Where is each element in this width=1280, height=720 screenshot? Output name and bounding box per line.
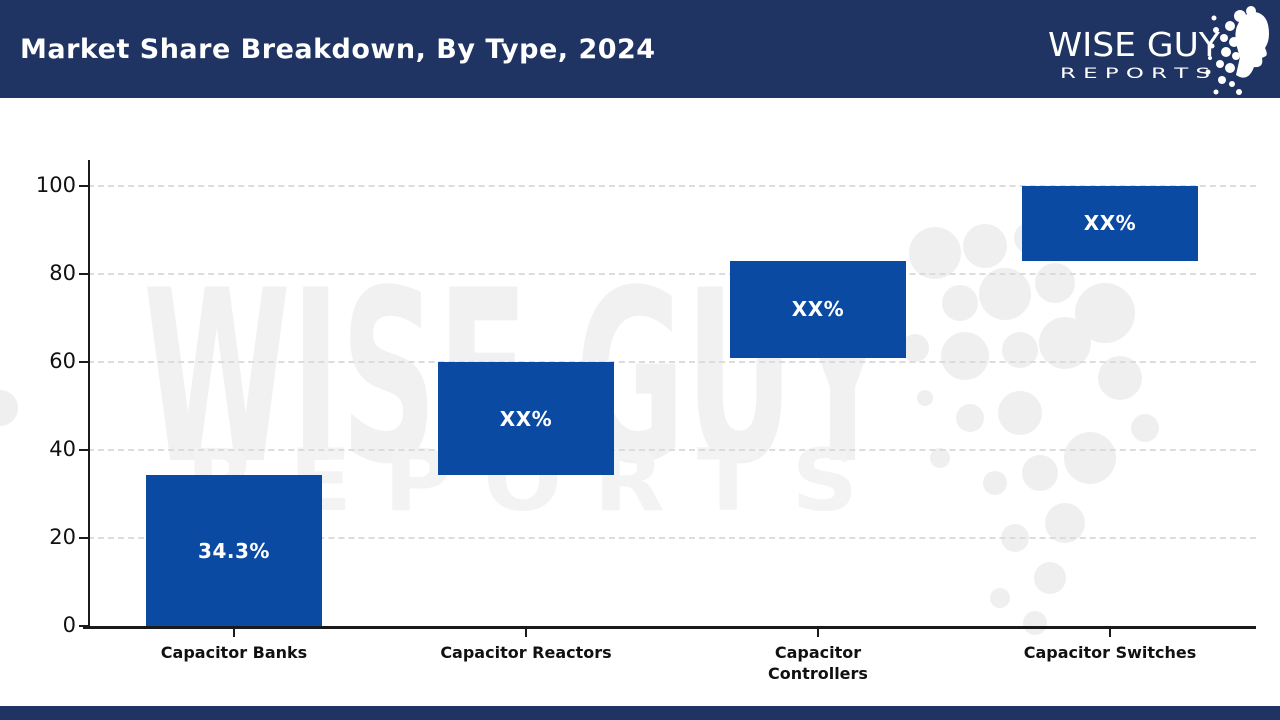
y-tick-label: 100 (35, 173, 76, 197)
bar-segment: XX% (1022, 186, 1198, 261)
logo-wordmark: WISE GUY (1048, 25, 1221, 64)
x-tick-mark (233, 629, 235, 637)
y-tick-label: 40 (49, 437, 76, 461)
y-gridline (88, 537, 1256, 539)
y-gridline (88, 361, 1256, 363)
x-category-label: Capacitor Controllers (703, 642, 933, 684)
y-tick-mark (79, 273, 88, 275)
x-tick-mark (525, 629, 527, 637)
y-tick-label: 0 (62, 613, 76, 637)
x-category-label-line: Capacitor Switches (1023, 643, 1197, 662)
x-tick-mark (1109, 629, 1111, 637)
logo-subtext: R E P O R T S (1060, 66, 1210, 82)
bar-value-label: XX% (1083, 211, 1137, 236)
bar-segment: XX% (438, 362, 614, 476)
y-tick-label: 60 (49, 349, 76, 373)
y-gridline (88, 273, 1256, 275)
watermark-head-icon (0, 222, 1159, 635)
bar-segment: 34.3% (146, 475, 322, 626)
y-tick-label: 80 (49, 261, 76, 285)
bar-segment: XX% (730, 260, 906, 358)
x-category-label: Capacitor Reactors (411, 642, 641, 663)
bar-value-label: XX% (499, 406, 553, 431)
y-tick-mark (79, 361, 88, 363)
y-tick-label: 20 (49, 525, 76, 549)
page-title: Market Share Breakdown, By Type, 2024 (20, 33, 656, 65)
wise-guy-reports-logo: WISE GUY R E P O R T S (1048, 6, 1269, 95)
bar-value-label: 34.3% (198, 538, 270, 563)
x-category-label-line: Capacitor Banks (160, 643, 308, 662)
x-category-label: Capacitor Switches (995, 642, 1225, 663)
chart-area: WISE GUY R E P O R T S 0 20 40 60 80 100 34.3%… (0, 98, 1280, 706)
x-tick-mark (817, 629, 819, 637)
y-gridline (88, 185, 1256, 187)
x-category-label-line: Capacitor Reactors (440, 643, 612, 662)
y-tick-mark (79, 537, 88, 539)
y-tick-mark (79, 449, 88, 451)
x-category-label: Capacitor Banks (119, 642, 349, 663)
y-axis (88, 159, 90, 628)
y-gridline (88, 449, 1256, 451)
footer-bar (0, 706, 1280, 720)
x-category-label-line: Controllers (768, 664, 868, 683)
y-tick-mark (79, 185, 88, 187)
header-bar: Market Share Breakdown, By Type, 2024 WI… (0, 0, 1280, 98)
x-category-label-line: Capacitor (774, 643, 862, 662)
bar-value-label: XX% (791, 297, 845, 322)
x-axis (83, 626, 1256, 629)
dotted-head-icon (1205, 6, 1269, 95)
